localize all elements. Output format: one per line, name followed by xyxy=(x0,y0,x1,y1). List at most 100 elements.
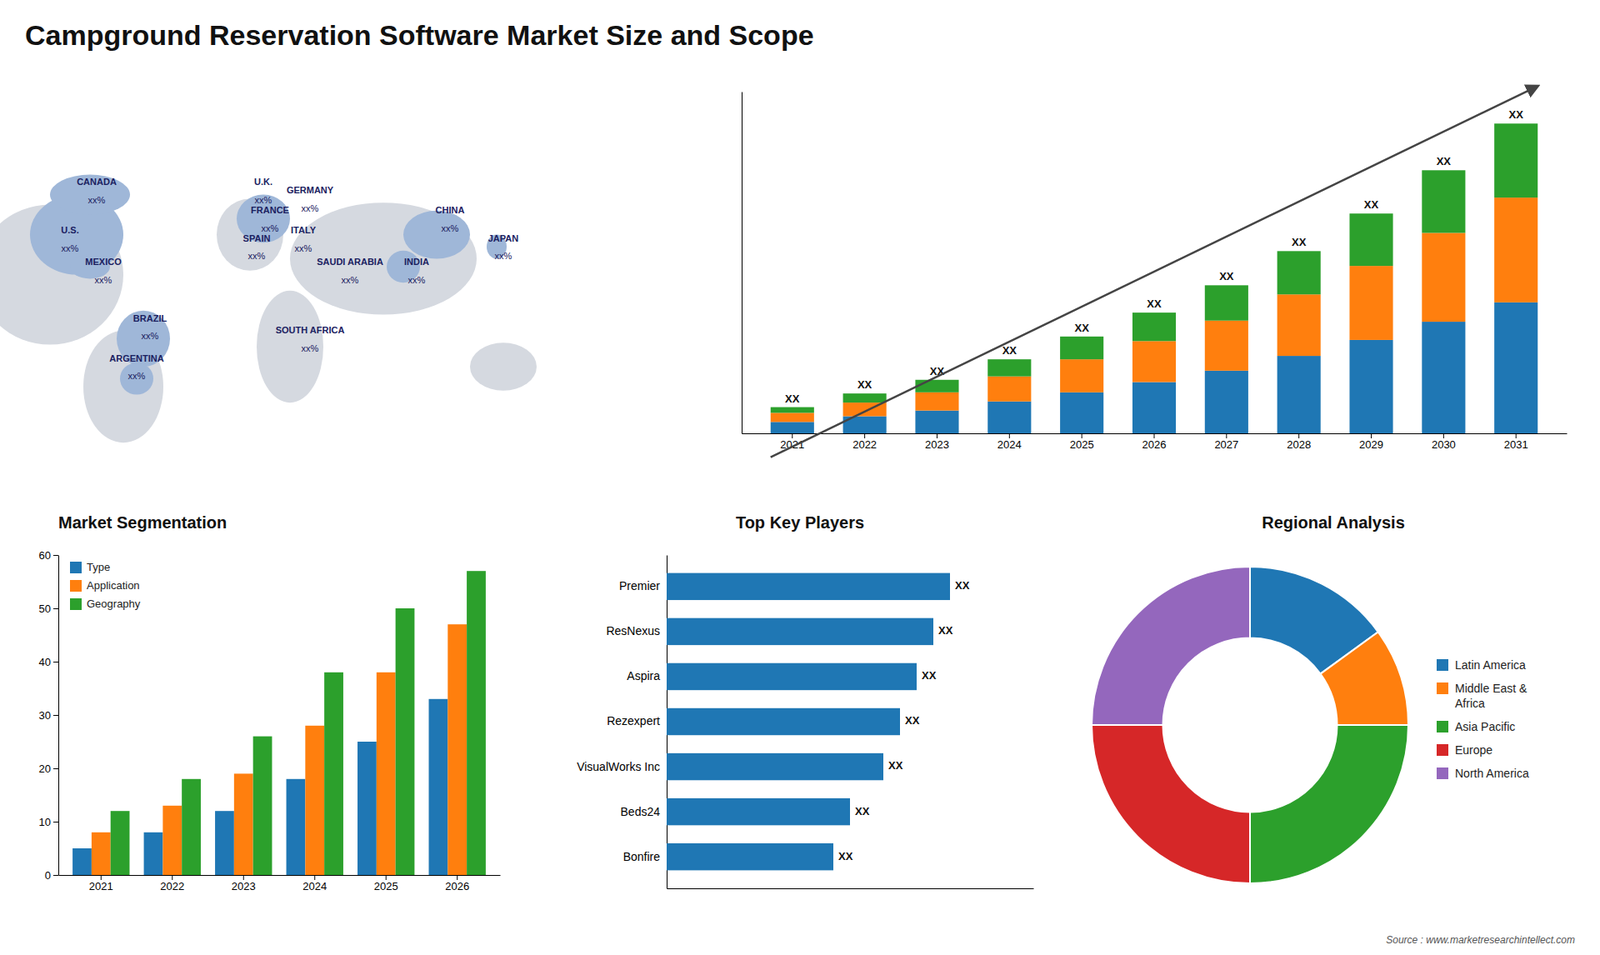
bar xyxy=(357,741,377,875)
tick: 0 xyxy=(45,869,59,882)
bar xyxy=(181,779,201,875)
map-value-label: xx% xyxy=(495,250,513,261)
legend-label: Latin America xyxy=(1455,658,1526,672)
tick-label: 2028 xyxy=(1286,438,1311,451)
bar xyxy=(1277,355,1321,434)
bar-label: XX xyxy=(1219,270,1235,283)
map-label: SAUDI ARABIA xyxy=(316,256,384,267)
tick-label: 10 xyxy=(39,815,51,829)
slice xyxy=(1250,725,1409,884)
figure-title: Campground Reservation Software Market S… xyxy=(25,19,815,51)
bar xyxy=(1349,213,1393,266)
bar xyxy=(666,798,850,825)
legend-label-line: Europe xyxy=(1455,743,1493,757)
tick: 50 xyxy=(39,602,59,615)
legend-swatch xyxy=(1436,682,1449,695)
bar-label: XX xyxy=(938,624,954,637)
map-label: U.S. xyxy=(60,225,79,235)
map-label: SPAIN xyxy=(243,233,271,244)
tick: 2028 xyxy=(1286,433,1311,451)
bar-label: XX xyxy=(1509,108,1525,121)
tick-label: 2025 xyxy=(374,880,399,893)
tick-label: 60 xyxy=(39,549,51,562)
map-region xyxy=(120,362,154,395)
tick-mark xyxy=(1009,433,1010,439)
tick: 2021 xyxy=(89,875,114,893)
tick-mark xyxy=(1515,433,1517,439)
bar xyxy=(376,672,396,875)
bar xyxy=(1349,265,1393,340)
map-label: ARGENTINA xyxy=(109,353,164,364)
map-value-label: xx% xyxy=(408,275,426,285)
bar xyxy=(666,753,884,780)
tick-label: Aspira xyxy=(626,669,660,683)
legend-label: Application xyxy=(86,579,140,592)
tick-label: ResNexus xyxy=(605,624,660,638)
tick-mark xyxy=(53,661,59,663)
chart-title: Top Key Players xyxy=(735,513,865,532)
axis: Premier ResNexus Aspira Rezexpert VisualWork… xyxy=(576,555,667,890)
legend-label-line: North America xyxy=(1455,766,1530,780)
tick: Aspira xyxy=(626,669,667,683)
bar xyxy=(447,624,467,875)
legend-label: Middle East &Africa xyxy=(1455,681,1528,710)
bar xyxy=(1060,392,1104,434)
bar xyxy=(1349,340,1393,434)
axis-line xyxy=(741,92,743,435)
slice xyxy=(1320,631,1409,725)
tick-label: Beds24 xyxy=(620,805,661,819)
tick-mark xyxy=(936,433,938,439)
map-landmass xyxy=(256,290,324,403)
source-note: Source : www.marketresearchintellect.com xyxy=(1385,934,1575,946)
legend-label: North America xyxy=(1455,766,1530,780)
tick-mark xyxy=(1154,433,1155,439)
bar-label: XX xyxy=(955,579,970,592)
map-value-label: xx% xyxy=(441,223,460,234)
tick: 2026 xyxy=(1142,433,1167,451)
map: CANADAxx%U.S.xx%MEXICOxx%BRAZILxx%ARGENT… xyxy=(0,175,537,444)
axis xyxy=(667,888,1035,890)
tick: Bonfire xyxy=(623,850,667,864)
tick: 2030 xyxy=(1431,433,1456,451)
map-value-label: xx% xyxy=(341,275,360,285)
bar xyxy=(395,608,415,875)
legend-swatch xyxy=(70,580,82,592)
bar xyxy=(286,779,306,875)
map-region xyxy=(50,175,130,215)
tick-mark xyxy=(100,875,102,880)
bar xyxy=(770,421,815,434)
bar xyxy=(1132,340,1176,382)
bar xyxy=(666,708,900,735)
tick-mark xyxy=(53,715,59,716)
tick: 10 xyxy=(39,815,59,829)
tick-label: 2025 xyxy=(1070,438,1095,451)
legend: Latin AmericaMiddle East &AfricaAsia Pac… xyxy=(1436,658,1530,780)
bar-label: XX xyxy=(921,669,937,682)
tick: 60 xyxy=(39,549,59,562)
map-label: BRAZIL xyxy=(133,313,168,324)
legend-label: Geography xyxy=(86,597,141,610)
bar xyxy=(1132,382,1176,435)
tick: 2026 xyxy=(445,875,470,893)
tick-label: 2030 xyxy=(1431,438,1456,451)
bar xyxy=(915,392,959,411)
bar-label: XX xyxy=(857,378,873,391)
tick-label: Premier xyxy=(619,579,660,593)
axis xyxy=(741,92,743,435)
map-label: CANADA xyxy=(76,176,117,187)
tick-label: 2026 xyxy=(1142,438,1167,451)
bar xyxy=(1205,370,1249,434)
map-value-label: xx% xyxy=(255,195,273,205)
tick-label: VisualWorks Inc xyxy=(576,760,660,774)
tick-label: 2022 xyxy=(852,438,877,451)
tick: ResNexus xyxy=(605,624,667,638)
bar-label: XX xyxy=(838,850,854,863)
bar xyxy=(162,805,182,875)
legend-swatch xyxy=(1436,720,1449,733)
tick-label: 40 xyxy=(39,655,51,669)
bar-label: XX xyxy=(888,759,904,772)
bar xyxy=(72,848,92,875)
tick-label: 2024 xyxy=(302,880,327,893)
tick-label: Rezexpert xyxy=(606,714,660,728)
bar xyxy=(144,832,164,875)
